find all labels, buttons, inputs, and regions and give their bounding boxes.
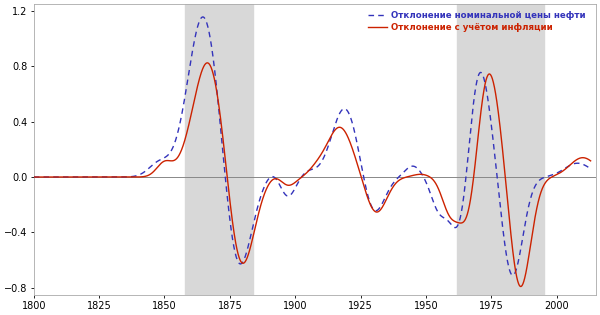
Line: Отклонение номинальной цены нефти: Отклонение номинальной цены нефти bbox=[34, 17, 590, 275]
Отклонение с учётом инфляции bbox=[587, 159, 594, 163]
Bar bbox=[185, 4, 253, 295]
Отклонение номинальной цены нефти bbox=[587, 167, 594, 170]
Отклонение номинальной цены нефти bbox=[199, 15, 206, 19]
Legend: Отклонение номинальной цены нефти, Отклонение с учётом инфляции: Отклонение номинальной цены нефти, Откло… bbox=[368, 11, 586, 32]
Bar bbox=[457, 4, 544, 295]
Отклонение номинальной цены нефти bbox=[577, 162, 584, 165]
Отклонение номинальной цены нефти bbox=[268, 175, 275, 179]
Отклонение номинальной цены нефти bbox=[509, 273, 517, 277]
Отклонение номинальной цены нефти bbox=[94, 175, 101, 179]
Отклонение с учётом инфляции bbox=[203, 61, 211, 65]
Отклонение с учётом инфляции bbox=[127, 175, 134, 179]
Отклонение номинальной цены нефти bbox=[127, 175, 134, 179]
Отклонение с учётом инфляции bbox=[516, 284, 523, 288]
Отклонение номинальной цены нефти bbox=[244, 247, 251, 251]
Отклонение номинальной цены нефти bbox=[30, 175, 37, 179]
Отклонение с учётом инфляции bbox=[244, 255, 251, 259]
Отклонение номинальной цены нефти bbox=[517, 251, 524, 255]
Отклонение с учётом инфляции bbox=[517, 285, 524, 289]
Отклонение с учётом инфляции bbox=[30, 175, 37, 179]
Отклонение с учётом инфляции bbox=[94, 175, 101, 179]
Отклонение с учётом инфляции bbox=[268, 179, 275, 182]
Отклонение с учётом инфляции bbox=[577, 156, 584, 160]
Line: Отклонение с учётом инфляции: Отклонение с учётом инфляции bbox=[34, 63, 590, 287]
